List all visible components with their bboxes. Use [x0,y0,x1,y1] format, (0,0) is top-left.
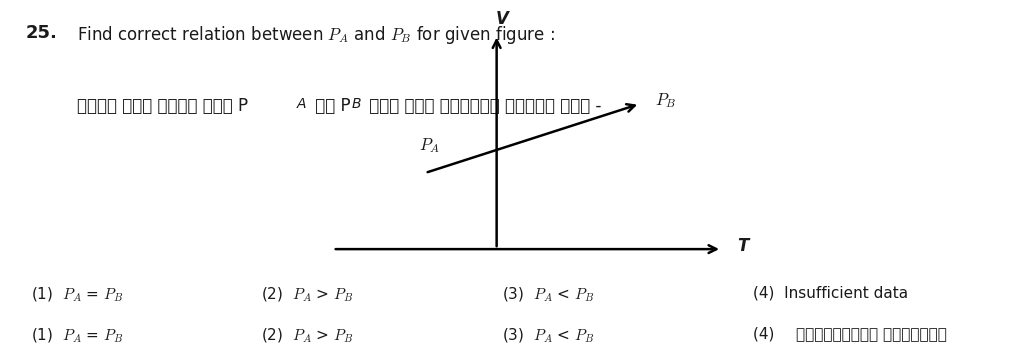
Text: $P_A$: $P_A$ [419,136,440,155]
Text: Find correct relation between $P_A$ and $P_B$ for given figure :: Find correct relation between $P_A$ and … [77,24,555,46]
Text: A: A [297,97,306,111]
Text: (3)  $P_A$ < $P_B$: (3) $P_A$ < $P_B$ [502,285,594,304]
Text: (3)  $P_A$ < $P_B$: (3) $P_A$ < $P_B$ [502,327,594,345]
Text: (2)  $P_A$ > $P_B$: (2) $P_A$ > $P_B$ [261,285,353,304]
Text: V: V [496,10,508,28]
Text: में सही सम्बंध ज्ञात करो -: में सही सम्बंध ज्ञात करो - [364,97,601,115]
Text: दिये गये वक्र में P: दिये गये वक्र में P [77,97,248,115]
Text: (4): (4) [753,327,783,342]
Text: 25.: 25. [26,24,57,42]
Text: B: B [351,97,360,111]
Text: और P: और P [310,97,351,115]
Text: T: T [737,237,749,255]
Text: (1)  $P_A$ = $P_B$: (1) $P_A$ = $P_B$ [31,327,123,345]
Text: (2)  $P_A$ > $P_B$: (2) $P_A$ > $P_B$ [261,327,353,345]
Text: अपर्याप्त जानकारी: अपर्याप्त जानकारी [796,327,946,342]
Text: (1)  $P_A$ = $P_B$: (1) $P_A$ = $P_B$ [31,285,123,304]
Text: $P_B$: $P_B$ [655,91,677,110]
Text: (4)  Insufficient data: (4) Insufficient data [753,285,907,300]
